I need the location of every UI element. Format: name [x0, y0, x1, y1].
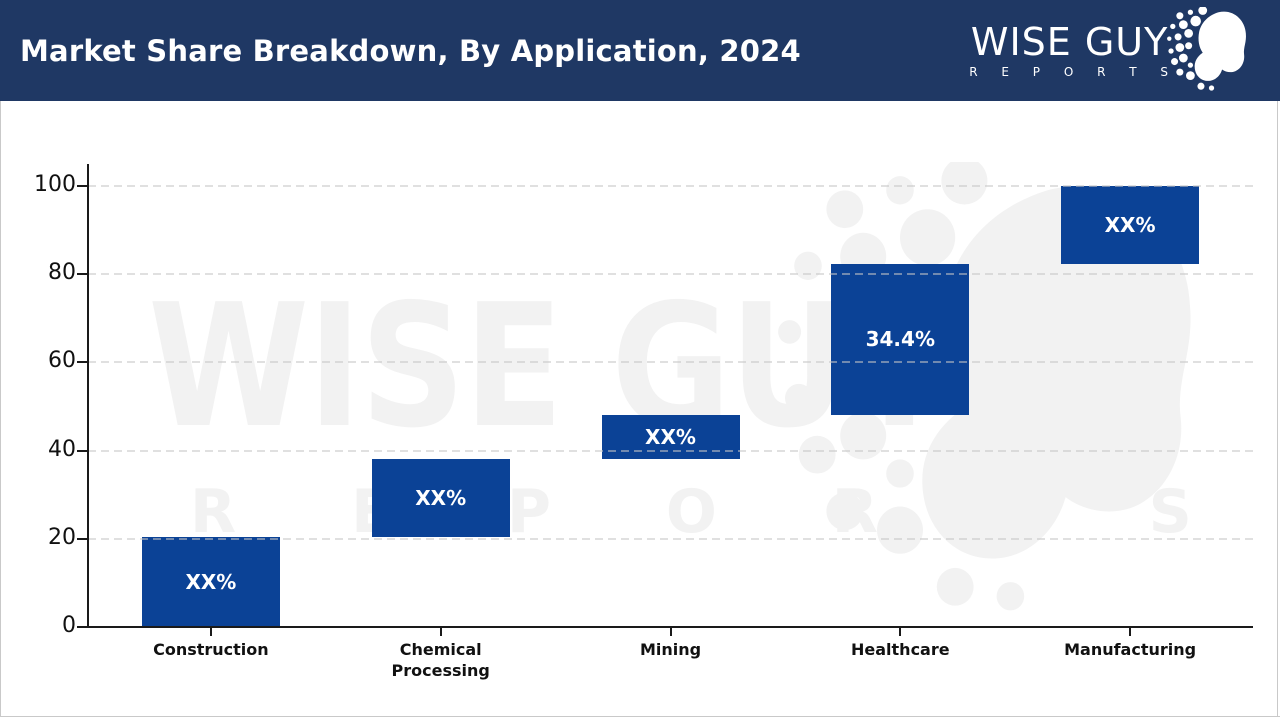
gridline-100 — [88, 185, 1253, 187]
ytick-mark-20 — [77, 537, 88, 540]
header: Market Share Breakdown, By Application, … — [0, 0, 1280, 101]
ytick-label-100: 100 — [34, 172, 76, 197]
gridline-60 — [88, 361, 1253, 364]
bar-value-label-chemical-processing: XX% — [415, 486, 467, 510]
ytick-label-60: 60 — [48, 348, 76, 374]
bar-manufacturing — [1061, 186, 1200, 264]
y-axis-spine — [87, 164, 89, 628]
xtick-mark-healthcare — [899, 628, 902, 636]
xcat-label-construction: Construction — [153, 640, 269, 659]
ytick-label-80: 80 — [48, 260, 76, 286]
xcat-label-chemical-processing: Chemical Processing — [391, 640, 490, 680]
xtick-mark-construction — [209, 628, 212, 636]
logo-wordmark: WISE GUY — [970, 19, 1169, 64]
xcat-label-mining: Mining — [639, 640, 702, 659]
bar-value-label-healthcare: 34.4% — [865, 327, 935, 352]
card-border-left — [0, 101, 1, 717]
bar-construction — [141, 536, 280, 627]
bar-value-label-manufacturing: XX% — [1104, 212, 1156, 237]
ytick-label-0: 0 — [62, 613, 76, 638]
ytick-label-20: 20 — [48, 524, 76, 550]
bar-value-label-construction: XX% — [185, 569, 237, 594]
xtick-mark-mining — [669, 628, 672, 636]
card-border-bottom — [0, 716, 1280, 717]
xcat-label-manufacturing: Manufacturing — [1064, 640, 1197, 659]
wiseguy-logo-text: WISE GUY R E P O R T S — [961, 23, 1178, 79]
ytick-mark-40 — [77, 449, 88, 452]
gridline-40 — [88, 449, 1253, 452]
card-border-right — [1277, 101, 1278, 717]
bar-value-label-mining: XX% — [645, 425, 696, 450]
wiseguy-face-icon — [1167, 6, 1246, 91]
x-axis-spine — [87, 626, 1253, 628]
page-title: Market Share Breakdown, By Application, … — [20, 33, 801, 68]
ytick-mark-100 — [77, 185, 88, 187]
bar-mining — [601, 415, 740, 460]
ytick-label-40: 40 — [48, 436, 76, 462]
bar-chemical-processing — [371, 459, 510, 537]
gridline-80 — [88, 273, 1253, 276]
ytick-mark-80 — [77, 273, 88, 276]
ytick-mark-0 — [77, 626, 88, 628]
ytick-mark-60 — [77, 361, 88, 364]
xtick-mark-manufacturing — [1129, 628, 1132, 636]
wiseguy-logo: WISE GUY R E P O R T S — [961, 6, 1254, 95]
gridline-20 — [88, 537, 1253, 540]
xcat-label-healthcare: Healthcare — [851, 640, 950, 659]
bar-healthcare — [831, 263, 970, 416]
logo-subtitle: R E P O R T S — [969, 64, 1178, 79]
xtick-mark-chemical-processing — [439, 628, 442, 636]
watermark-line1: WISE GUY — [148, 268, 952, 466]
